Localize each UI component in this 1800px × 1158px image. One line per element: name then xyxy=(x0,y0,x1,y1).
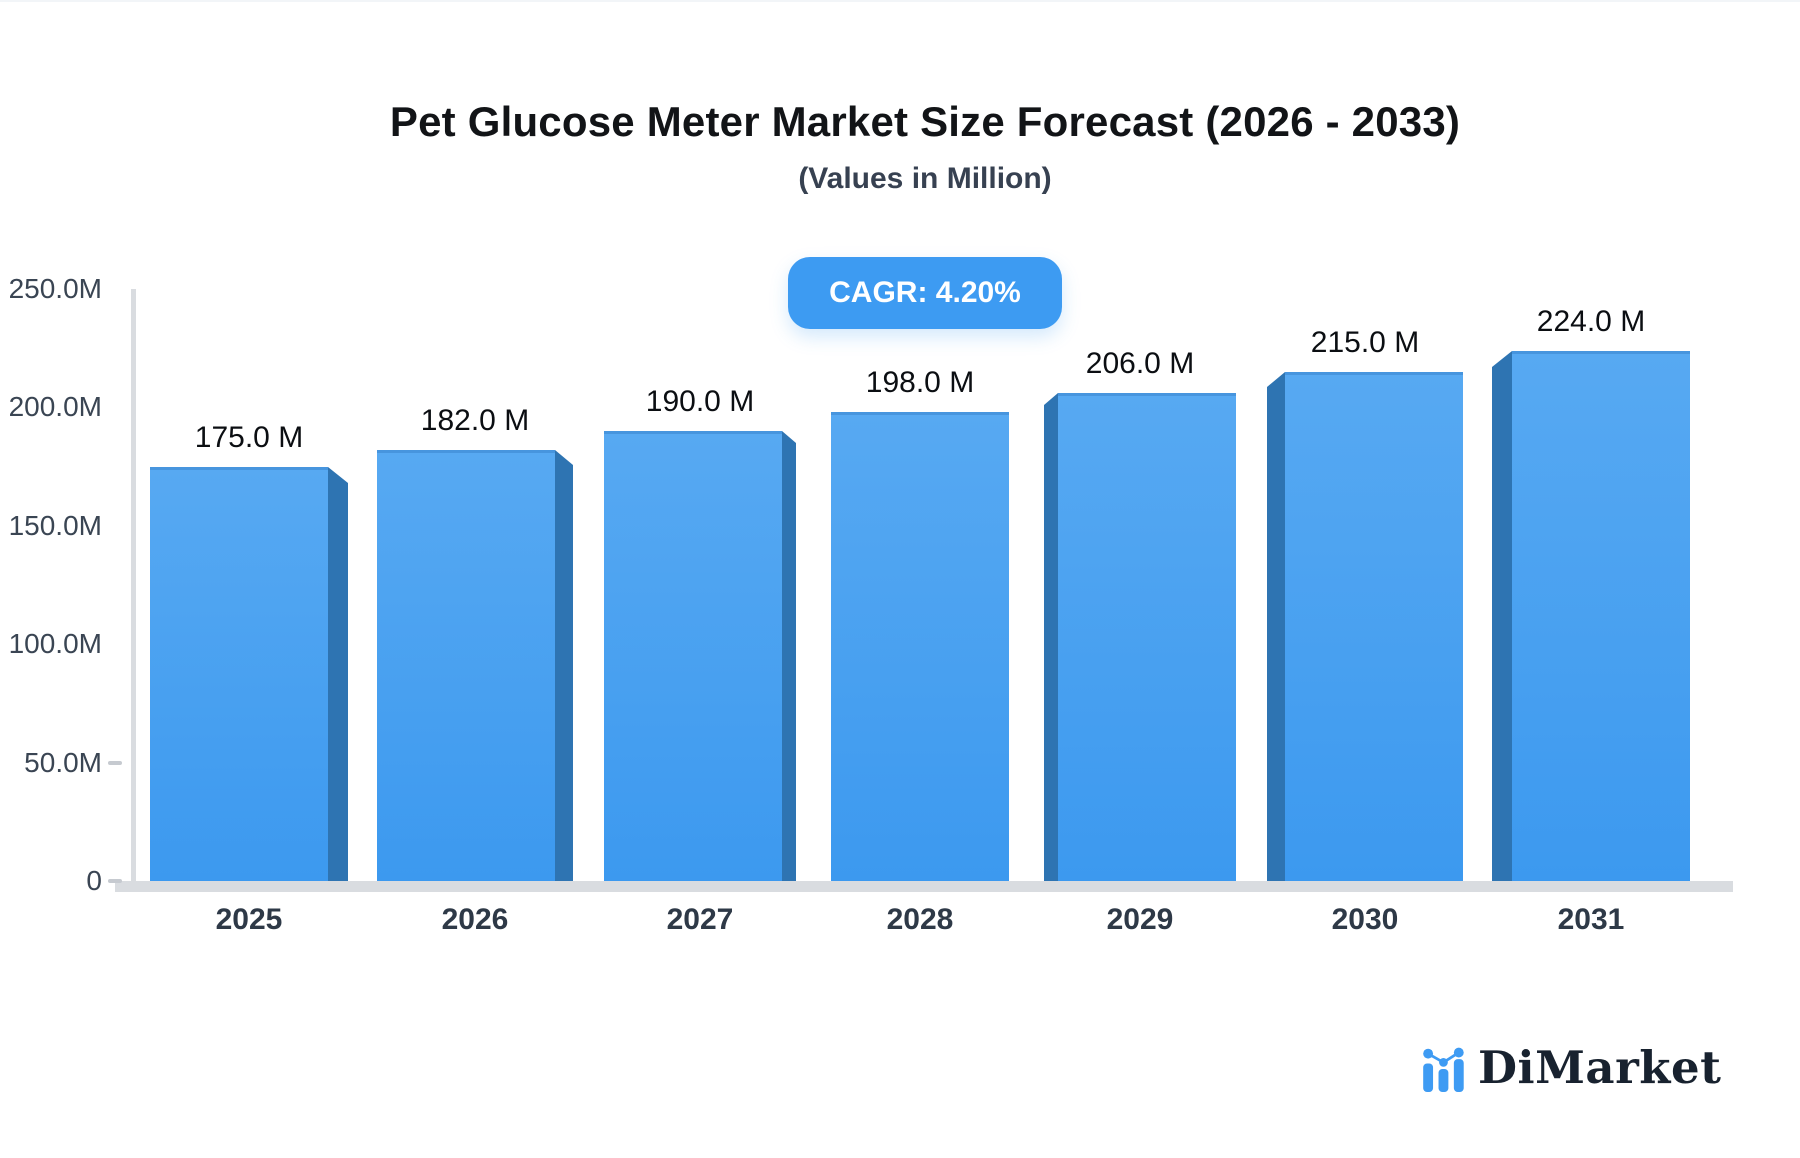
bar-2029: 206.0 M xyxy=(1044,347,1236,881)
x-axis-baseline xyxy=(115,881,1733,892)
y-tick-label-250.0M: 250.0M xyxy=(8,273,102,304)
bar-value-label: 190.0 M xyxy=(645,385,755,418)
x-tick-label-2028: 2028 xyxy=(886,903,954,936)
bar-2027: 190.0 M xyxy=(604,385,796,881)
page-subtitle: (Values in Million) xyxy=(798,162,1052,195)
x-tick-label-2029: 2029 xyxy=(1106,903,1174,936)
mini-bar-chart-logo-icon xyxy=(1423,1047,1464,1092)
bar-value-label: 206.0 M xyxy=(1085,347,1195,380)
bar-value-label: 198.0 M xyxy=(865,366,975,399)
bar-2026: 182.0 M xyxy=(377,404,573,881)
bar-face xyxy=(1512,351,1690,881)
bar-3d-side xyxy=(782,431,796,881)
bar-face xyxy=(831,412,1009,881)
x-tick-label-2026: 2026 xyxy=(441,903,509,936)
bar-face xyxy=(1285,372,1463,881)
bar-3d-side xyxy=(1267,372,1285,881)
bar-value-label: 224.0 M xyxy=(1536,305,1646,338)
bar-value-label: 215.0 M xyxy=(1310,326,1420,359)
bar-3d-side xyxy=(328,467,348,881)
y-tick-dash xyxy=(108,760,122,765)
y-tick-label-50.0M: 50.0M xyxy=(24,746,102,778)
brand-logo: DiMarket xyxy=(1422,1044,1721,1092)
bar-face xyxy=(377,450,555,881)
page-title: Pet Glucose Meter Market Size Forecast (… xyxy=(389,98,1461,145)
bar-face xyxy=(604,431,782,881)
y-axis-line xyxy=(131,289,136,892)
bar-2025: 175.0 M xyxy=(150,421,348,881)
bar-2030: 215.0 M xyxy=(1267,326,1463,881)
y-tick-label-150.0M: 150.0M xyxy=(8,509,102,541)
bar-2028: 198.0 M xyxy=(831,366,1009,881)
bar-3d-side xyxy=(555,450,573,881)
cagr-badge: CAGR: 4.20% xyxy=(788,257,1062,329)
bar-face xyxy=(1058,393,1236,881)
y-tick-label-200.0M: 200.0M xyxy=(8,391,102,423)
bar-value-label: 175.0 M xyxy=(194,421,304,454)
y-tick-label-100.0M: 100.0M xyxy=(8,628,102,660)
bar-3d-side xyxy=(1492,351,1512,881)
bar-face xyxy=(150,467,328,881)
y-tick-dash xyxy=(108,879,122,883)
brand-name: DiMarket xyxy=(1478,1041,1722,1094)
y-tick-label-0: 0 xyxy=(86,865,102,896)
x-tick-label-2030: 2030 xyxy=(1331,903,1399,936)
bar-value-label: 182.0 M xyxy=(420,404,530,437)
x-tick-label-2027: 2027 xyxy=(666,903,734,936)
x-tick-label-2031: 2031 xyxy=(1557,903,1625,936)
x-tick-label-2025: 2025 xyxy=(215,903,283,936)
bar-3d-side xyxy=(1044,393,1058,881)
bar-2031: 224.0 M xyxy=(1492,305,1690,881)
